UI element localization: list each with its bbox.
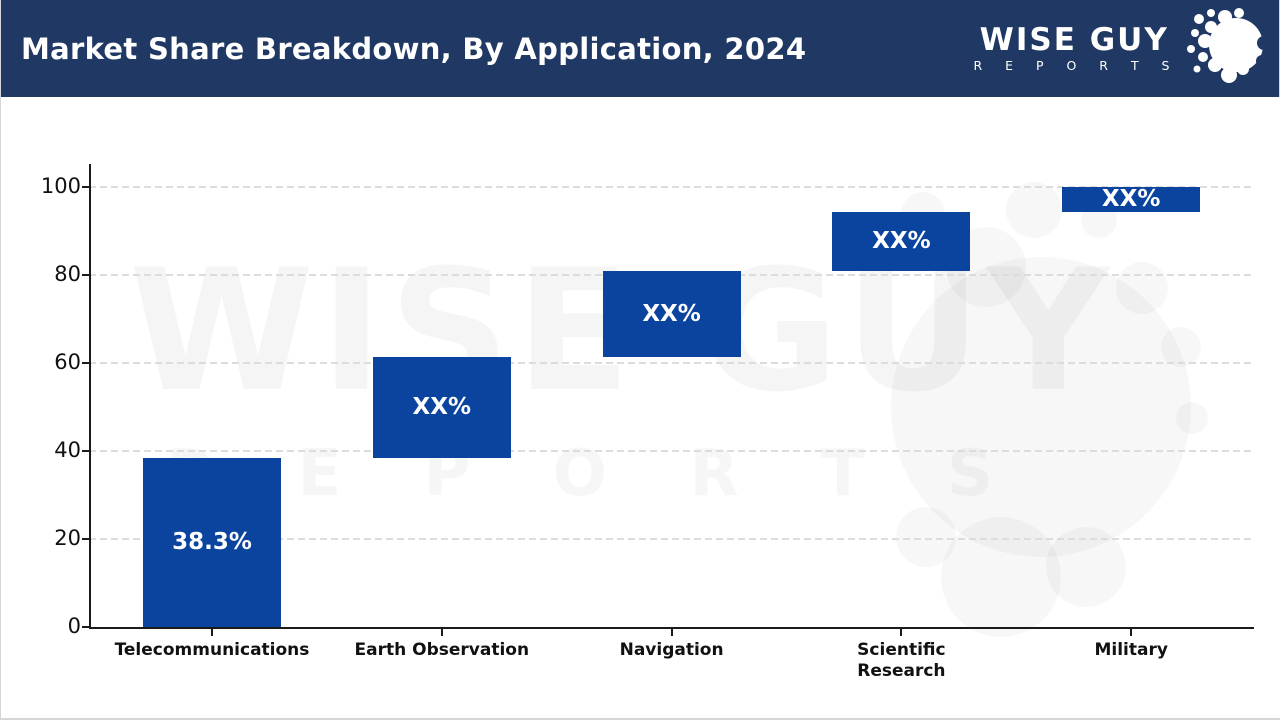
page-title: Market Share Breakdown, By Application, … xyxy=(21,31,807,66)
y-tick-mark xyxy=(82,274,89,276)
bar-segment: XX% xyxy=(602,271,741,358)
y-tick-label: 60 xyxy=(54,350,81,374)
y-tick-mark xyxy=(82,450,89,452)
bar-value-label: XX% xyxy=(412,394,472,421)
gridline-60 xyxy=(89,362,1254,364)
y-tick-mark xyxy=(82,538,89,540)
y-tick-label: 80 xyxy=(54,262,81,286)
bar-segment: XX% xyxy=(1062,186,1201,213)
watermark-head-dot xyxy=(1006,182,1062,238)
y-tick-label: 0 xyxy=(67,614,81,638)
bar-value-label: 38.3% xyxy=(172,529,252,556)
gridline-40 xyxy=(89,450,1254,452)
bar-segment: XX% xyxy=(372,357,511,459)
bar-segment: 38.3% xyxy=(143,458,281,627)
gridline-100 xyxy=(89,186,1254,188)
bar-value-label: XX% xyxy=(1101,186,1161,213)
x-tick-mark xyxy=(1130,629,1133,636)
x-axis-label: Navigation xyxy=(619,640,724,660)
y-tick-mark xyxy=(82,362,89,364)
y-tick-mark xyxy=(82,186,89,188)
bar-value-label: XX% xyxy=(872,228,931,255)
brand-logo-text: WISE GUY R E P O R T S xyxy=(969,21,1179,73)
bar-segment: XX% xyxy=(832,212,971,272)
brand-head-icon xyxy=(1181,3,1271,95)
gridline-20 xyxy=(89,538,1254,540)
y-axis-line xyxy=(89,164,91,629)
x-axis-label: Scientific Research xyxy=(857,640,946,682)
watermark-head-dot xyxy=(1116,262,1168,314)
x-axis-label: Telecommunications xyxy=(114,640,310,660)
watermark-head-dot xyxy=(1176,402,1208,434)
y-tick-label: 20 xyxy=(54,526,81,550)
x-tick-mark xyxy=(900,629,903,636)
x-tick-mark xyxy=(440,629,443,636)
x-axis-line xyxy=(89,627,1254,629)
y-tick-label: 100 xyxy=(40,174,81,198)
y-tick-label: 40 xyxy=(54,438,81,462)
x-tick-mark xyxy=(211,629,213,636)
x-tick-mark xyxy=(670,629,673,636)
header-bar: Market Share Breakdown, By Application, … xyxy=(1,0,1279,97)
brand-subname: R E P O R T S xyxy=(973,57,1179,73)
watermark-head-dot xyxy=(1161,327,1201,367)
watermark-head-dot xyxy=(941,517,1061,637)
watermark-head-dot xyxy=(896,507,956,567)
x-axis-label: Earth Observation xyxy=(354,640,530,660)
x-axis-label: Military xyxy=(1094,640,1168,660)
waterfall-chart: WISE GUY R E P O R T S 02040608010038.3%… xyxy=(1,97,1280,718)
bar-value-label: XX% xyxy=(642,300,701,327)
brand-logo: WISE GUY R E P O R T S xyxy=(969,3,1271,95)
y-tick-mark xyxy=(82,626,89,628)
brand-name: WISE GUY xyxy=(979,21,1169,58)
